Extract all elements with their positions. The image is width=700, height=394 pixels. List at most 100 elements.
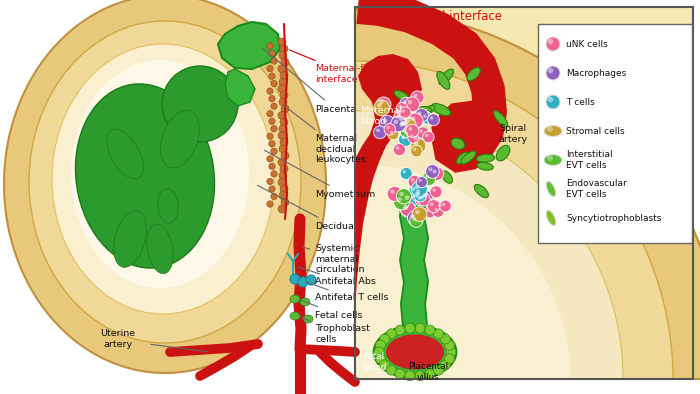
Circle shape xyxy=(419,179,421,182)
Circle shape xyxy=(405,113,417,125)
Circle shape xyxy=(306,275,316,285)
Circle shape xyxy=(395,146,400,150)
Circle shape xyxy=(379,100,384,104)
Circle shape xyxy=(290,274,300,284)
Circle shape xyxy=(375,340,386,350)
Text: Maternal-fetal
interface: Maternal-fetal interface xyxy=(290,50,382,84)
Circle shape xyxy=(402,122,406,126)
Circle shape xyxy=(417,127,429,139)
Text: Placenta: Placenta xyxy=(262,48,356,113)
Circle shape xyxy=(379,115,395,131)
Circle shape xyxy=(417,193,430,206)
Circle shape xyxy=(162,66,238,142)
Circle shape xyxy=(395,325,405,335)
Circle shape xyxy=(377,103,382,108)
Circle shape xyxy=(435,208,438,212)
Circle shape xyxy=(271,103,277,110)
Text: Spiral
artery: Spiral artery xyxy=(498,124,527,144)
Circle shape xyxy=(426,209,430,212)
Ellipse shape xyxy=(374,326,456,378)
Circle shape xyxy=(428,167,433,171)
Ellipse shape xyxy=(386,335,444,370)
Circle shape xyxy=(412,217,416,221)
Circle shape xyxy=(547,155,553,161)
Circle shape xyxy=(395,113,412,129)
Circle shape xyxy=(546,95,560,109)
Circle shape xyxy=(403,206,407,210)
Circle shape xyxy=(413,186,427,200)
Circle shape xyxy=(433,169,437,174)
Ellipse shape xyxy=(477,154,495,162)
Circle shape xyxy=(386,126,390,129)
Circle shape xyxy=(379,360,390,370)
FancyBboxPatch shape xyxy=(538,24,692,243)
Circle shape xyxy=(415,371,425,381)
Circle shape xyxy=(424,206,435,218)
Wedge shape xyxy=(355,9,700,379)
Circle shape xyxy=(416,192,420,195)
Circle shape xyxy=(414,136,418,140)
Circle shape xyxy=(408,132,419,143)
Circle shape xyxy=(422,172,435,186)
Circle shape xyxy=(281,198,289,206)
Circle shape xyxy=(400,121,405,126)
Ellipse shape xyxy=(394,91,410,101)
Circle shape xyxy=(395,369,405,379)
Circle shape xyxy=(402,100,406,104)
Ellipse shape xyxy=(496,145,510,161)
Circle shape xyxy=(405,323,415,333)
Circle shape xyxy=(426,165,440,178)
Circle shape xyxy=(403,204,408,209)
Circle shape xyxy=(267,133,273,139)
Circle shape xyxy=(281,105,289,113)
Circle shape xyxy=(409,185,422,197)
Circle shape xyxy=(271,126,277,132)
Text: Trophoblast
cells: Trophoblast cells xyxy=(300,317,370,344)
Circle shape xyxy=(279,125,287,133)
Circle shape xyxy=(546,66,560,80)
Text: Maternal
blood: Maternal blood xyxy=(360,106,402,126)
Ellipse shape xyxy=(456,152,469,164)
Ellipse shape xyxy=(106,129,144,179)
Circle shape xyxy=(279,172,287,180)
Circle shape xyxy=(281,152,289,160)
Circle shape xyxy=(278,178,286,186)
Text: Maternal-fetal interface: Maternal-fetal interface xyxy=(362,9,502,22)
Circle shape xyxy=(393,119,398,124)
Circle shape xyxy=(398,118,412,131)
Polygon shape xyxy=(399,192,429,327)
Circle shape xyxy=(405,132,409,135)
Text: Interstitial
EVT cells: Interstitial EVT cells xyxy=(566,150,612,170)
Circle shape xyxy=(421,191,433,202)
Circle shape xyxy=(397,120,411,134)
Ellipse shape xyxy=(494,111,508,127)
Text: Systemic
maternal
circulation: Systemic maternal circulation xyxy=(302,244,365,274)
Circle shape xyxy=(423,114,427,118)
Circle shape xyxy=(419,190,434,205)
Circle shape xyxy=(386,329,396,339)
Circle shape xyxy=(425,134,428,137)
Text: Antifetal T cells: Antifetal T cells xyxy=(306,282,388,303)
Circle shape xyxy=(390,190,395,194)
Circle shape xyxy=(440,200,452,212)
Circle shape xyxy=(402,115,418,130)
Ellipse shape xyxy=(414,127,427,142)
Circle shape xyxy=(393,143,405,156)
Circle shape xyxy=(376,128,380,132)
Circle shape xyxy=(267,201,273,207)
Circle shape xyxy=(419,129,423,133)
Ellipse shape xyxy=(71,60,249,288)
Text: Myometrium: Myometrium xyxy=(265,151,375,199)
Circle shape xyxy=(416,177,427,188)
Circle shape xyxy=(399,116,403,121)
Circle shape xyxy=(428,114,440,126)
Polygon shape xyxy=(401,193,427,327)
Circle shape xyxy=(269,141,275,147)
Circle shape xyxy=(267,156,273,162)
Circle shape xyxy=(267,43,273,49)
Circle shape xyxy=(271,58,277,64)
Circle shape xyxy=(402,192,417,208)
Ellipse shape xyxy=(76,84,214,268)
Circle shape xyxy=(278,85,286,93)
Circle shape xyxy=(418,111,421,115)
